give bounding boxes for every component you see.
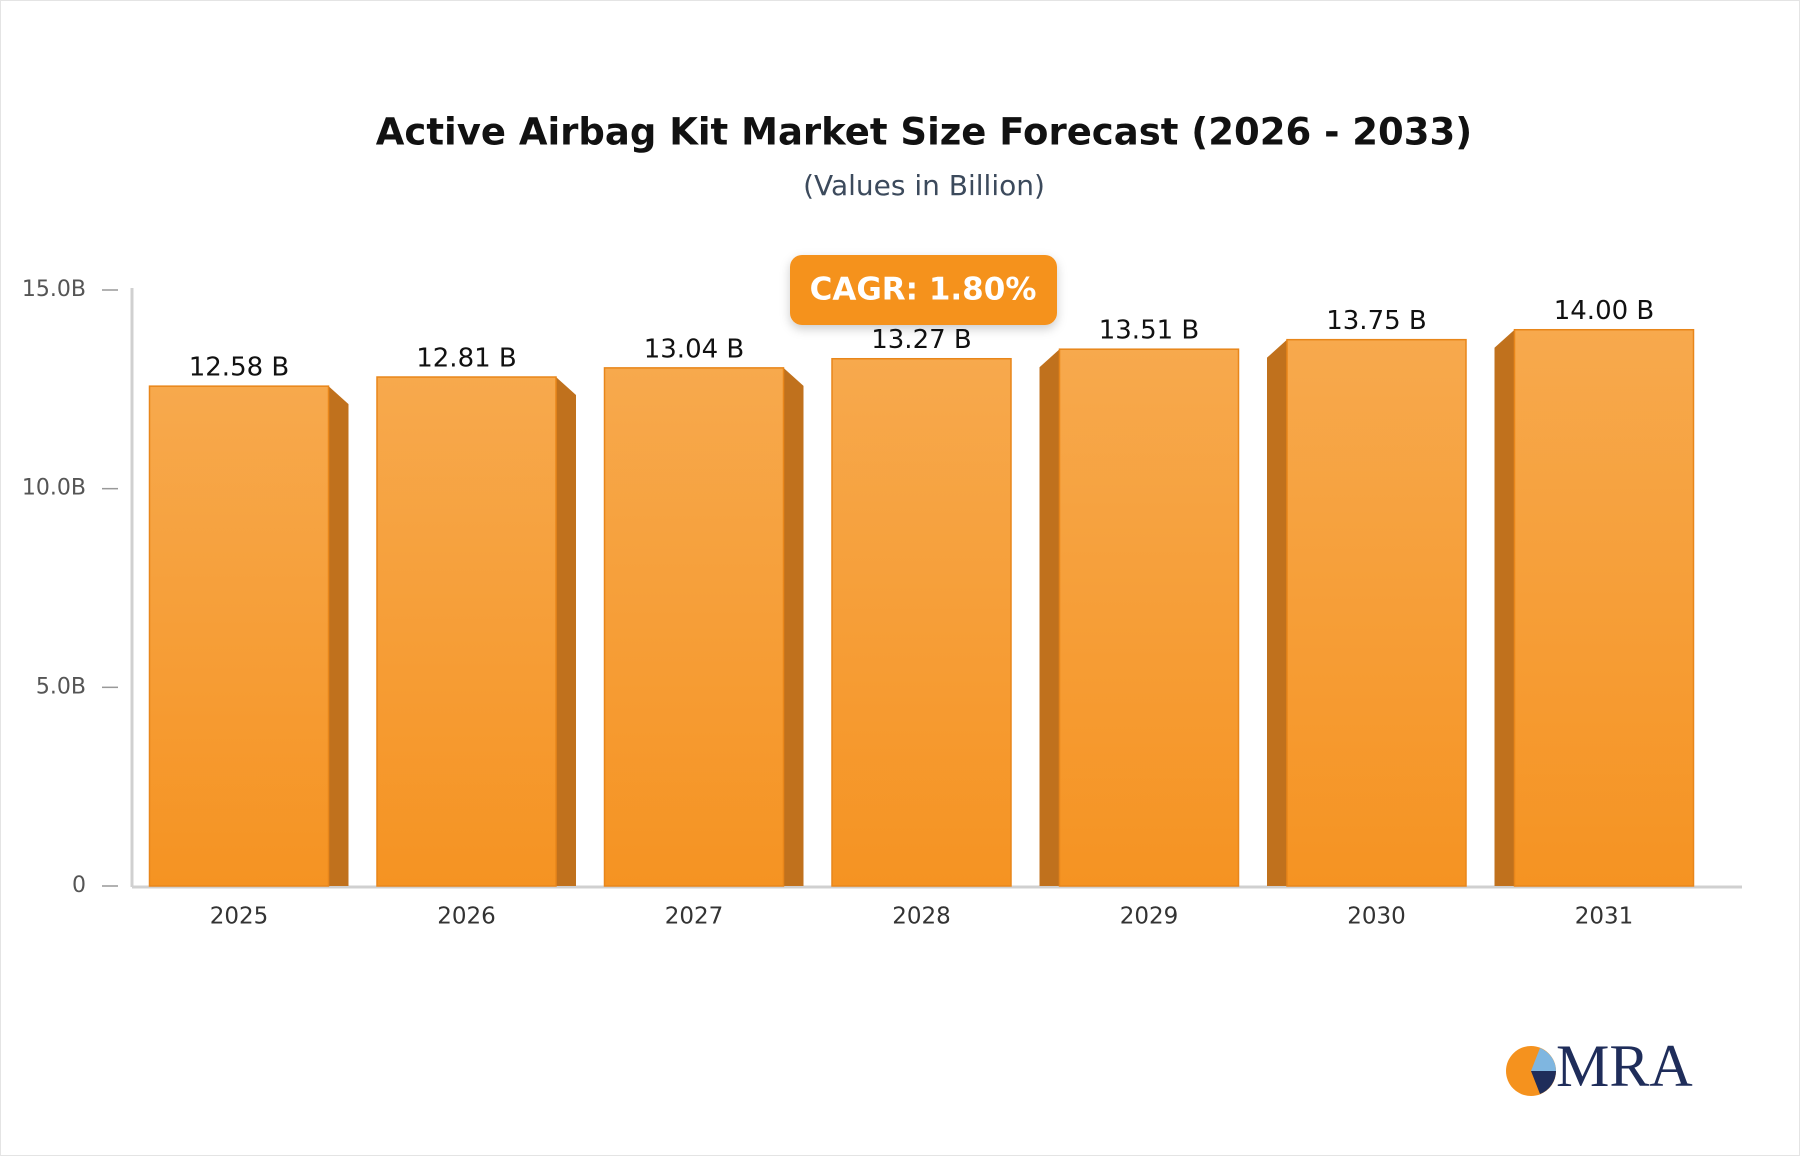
bar-side xyxy=(783,367,804,886)
bar xyxy=(831,357,1012,887)
bar xyxy=(376,376,557,887)
bar-side xyxy=(556,377,576,886)
chart-title: Active Airbag Kit Market Size Forecast (… xyxy=(376,111,1472,154)
value-label: 12.58 B xyxy=(189,353,290,383)
logo-icon-slice xyxy=(1531,1048,1556,1071)
logo-icon-slice xyxy=(1531,1071,1556,1094)
bar xyxy=(603,367,785,887)
x-tick-label: 2026 xyxy=(437,904,496,930)
bar xyxy=(148,385,330,887)
x-tick-label: 2031 xyxy=(1575,904,1634,930)
value-label: 12.81 B xyxy=(416,344,517,374)
y-tick-label: 5.0B xyxy=(36,674,86,699)
value-label: 13.27 B xyxy=(871,325,972,355)
chart-subtitle: (Values in Billion) xyxy=(803,169,1045,202)
x-tick-label: 2025 xyxy=(210,904,269,930)
value-label: 13.04 B xyxy=(644,334,745,364)
logo: MRA xyxy=(1506,1033,1693,1099)
value-label: 14.00 B xyxy=(1554,296,1655,326)
cagr-badge: CAGR: 1.80% xyxy=(790,255,1057,325)
y-tick-label: 0 xyxy=(72,873,86,898)
bar-side xyxy=(1267,339,1287,887)
bar-side xyxy=(1494,329,1515,886)
bar xyxy=(1286,338,1467,887)
cagr-box xyxy=(790,255,1057,325)
logo-text: MRA xyxy=(1556,1033,1693,1099)
value-label: 13.51 B xyxy=(1099,316,1200,346)
x-tick-label: 2027 xyxy=(665,904,724,930)
y-tick-label: 15.0B xyxy=(22,277,86,302)
value-label: 13.75 B xyxy=(1326,306,1427,336)
bar-side xyxy=(1039,349,1060,887)
x-tick-label: 2028 xyxy=(892,904,951,930)
x-tick-label: 2030 xyxy=(1347,904,1406,930)
bar xyxy=(1513,328,1695,887)
cagr-label: CAGR: 1.80% xyxy=(810,272,1037,308)
x-tick-label: 2029 xyxy=(1120,904,1179,930)
y-tick-label: 10.0B xyxy=(22,476,86,501)
bar xyxy=(1058,348,1240,887)
bar-side xyxy=(328,386,349,886)
